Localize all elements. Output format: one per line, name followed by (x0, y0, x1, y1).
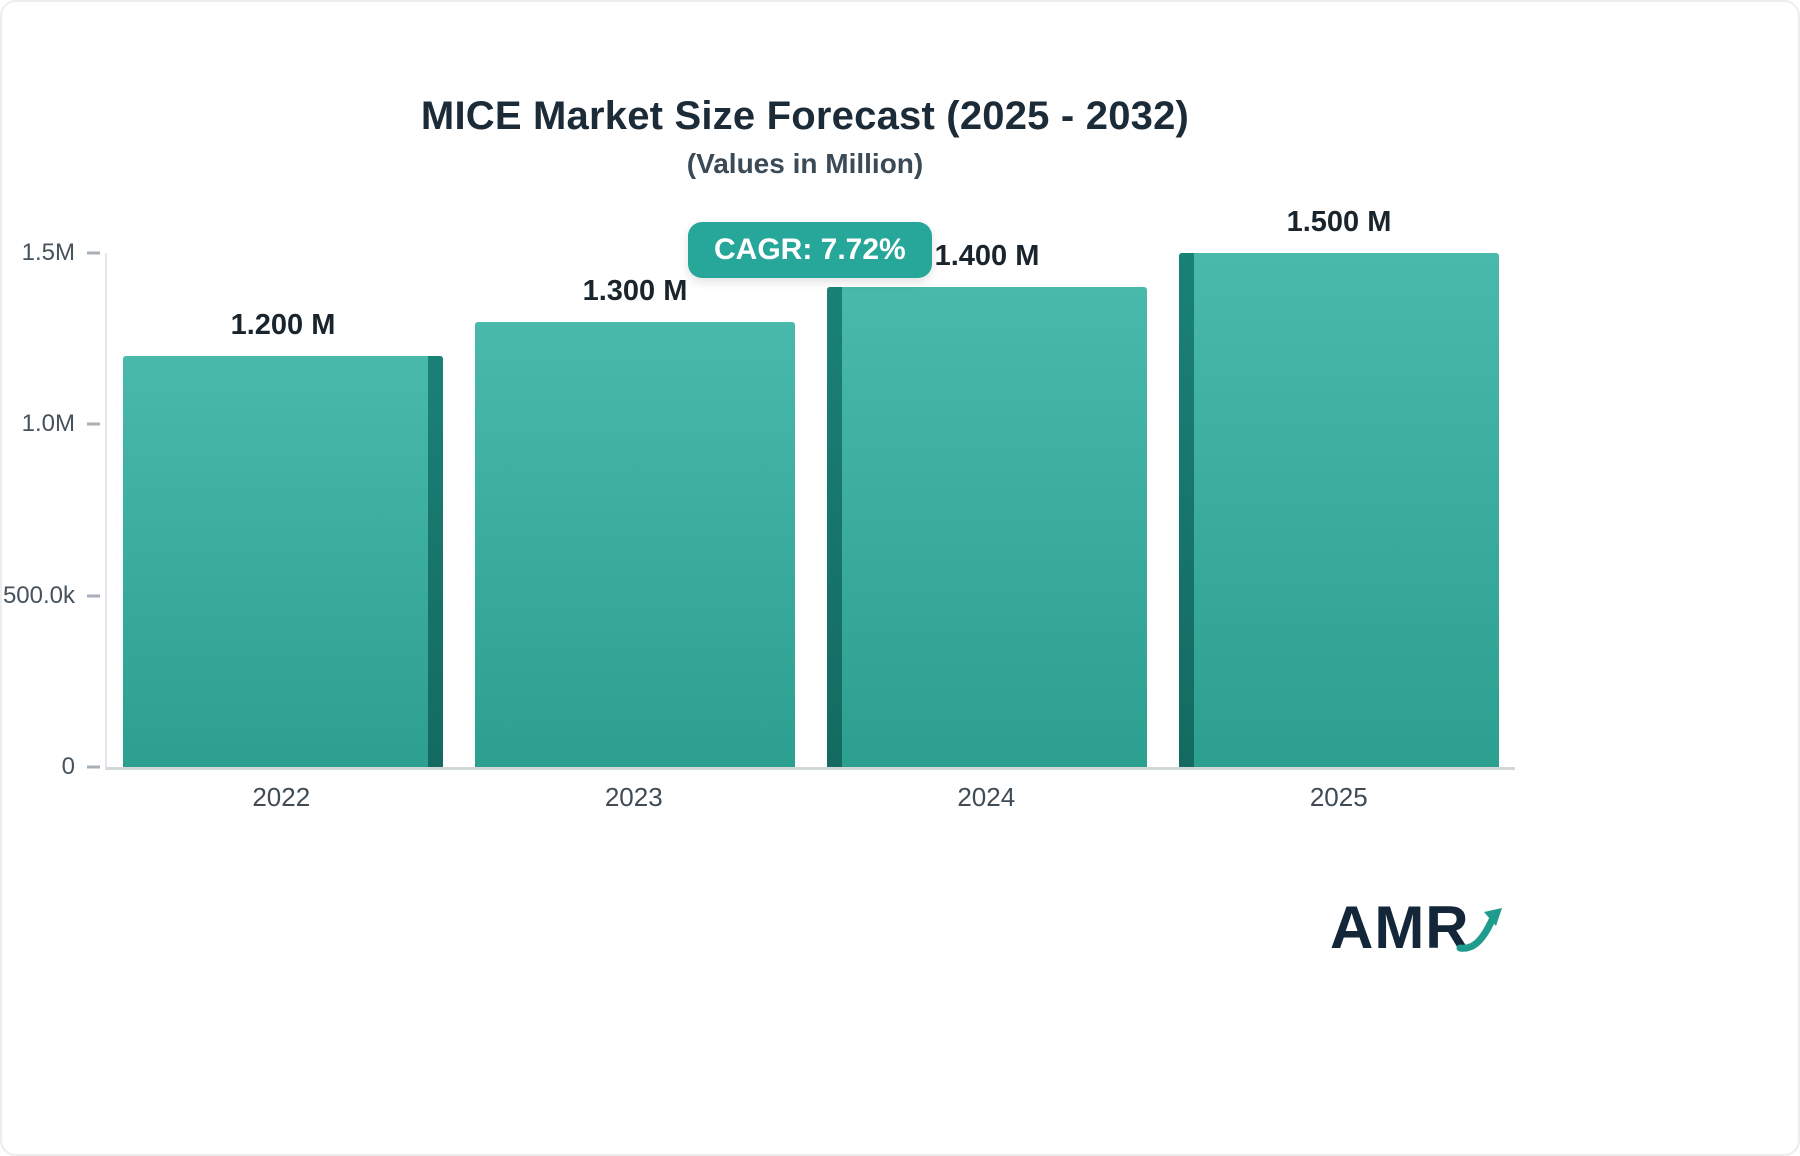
chart-container: MICE Market Size Forecast (2025 - 2032) … (3, 94, 1515, 813)
bar-slot-2023: 1.300 M (459, 253, 811, 767)
chart-subtitle: (Values in Million) (686, 148, 924, 179)
bar-2022 (122, 355, 444, 768)
bar-2025 (1178, 253, 1500, 767)
x-axis-labels: 2022 2023 2024 2025 (105, 782, 1515, 813)
y-tick-label: 1.0M (21, 410, 75, 438)
y-tick-mark (87, 251, 100, 255)
x-tick-label: 2023 (604, 782, 663, 812)
y-tick-mark (87, 594, 100, 598)
x-tick-label: 2024 (957, 782, 1016, 812)
bar-slot-2024: 1.400 M (811, 240, 1163, 767)
bar-2023 (474, 321, 796, 767)
bar-value-label: 1.300 M (582, 274, 688, 307)
bar-value-label: 1.500 M (1286, 206, 1392, 238)
x-tick-label: 2022 (252, 782, 311, 812)
bar-value-label: 1.200 M (230, 308, 336, 341)
y-tick-label: 500.0k (2, 581, 75, 609)
y-tick-mark (87, 422, 100, 426)
bar-2024 (826, 287, 1148, 767)
bar-slot-2022: 1.200 M (107, 253, 459, 768)
amr-logo-text: AMR (1330, 894, 1470, 961)
y-tick-label: 0 (61, 753, 75, 780)
growth-arrow-icon (1456, 908, 1502, 952)
plot-area: 1.200 M 1.300 M 1.400 M 1.500 M 0 500.0k 1.0M… (3, 206, 1515, 780)
bar-slot-2025: 1.500 M (1163, 206, 1515, 767)
y-tick-mark (87, 765, 100, 769)
bars-group: 1.200 M 1.300 M 1.400 M 1.500 M (107, 206, 1515, 768)
x-tick-label: 2025 (1309, 782, 1368, 812)
amr-logo: AMR (1330, 898, 1508, 958)
y-tick-label: 1.5M (21, 239, 75, 266)
cagr-badge: CAGR: 7.72% (688, 222, 932, 278)
chart-title: MICE Market Size Forecast (2025 - 2032) (420, 94, 1190, 138)
bar-value-label: 1.400 M (934, 240, 1040, 273)
